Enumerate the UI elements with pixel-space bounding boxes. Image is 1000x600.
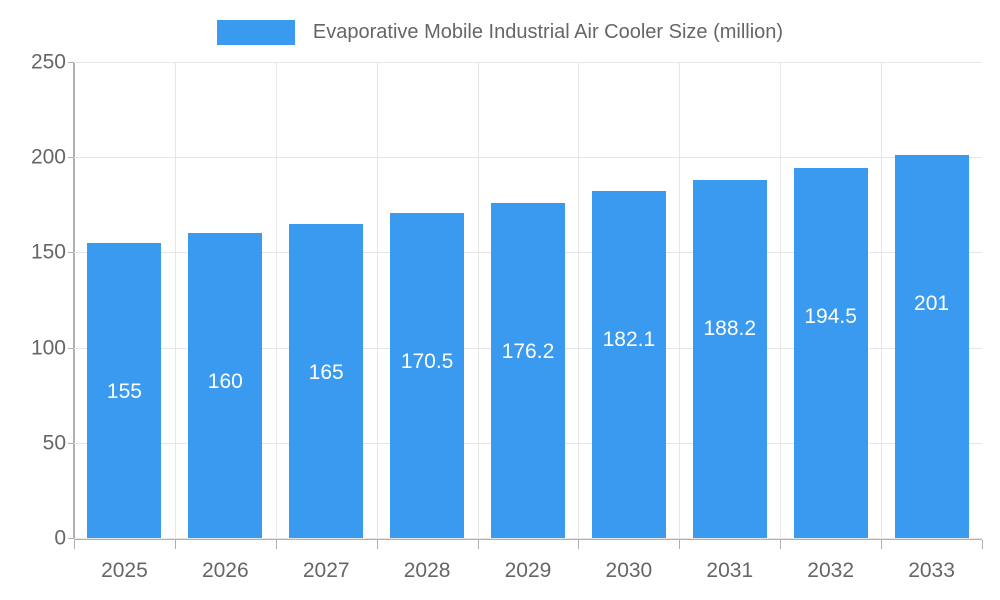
y-axis-tick-label: 0 (54, 526, 66, 550)
x-axis-tick-label: 2028 (403, 559, 451, 582)
y-axis-tick-mark (68, 347, 74, 349)
bar-value-label: 201 (914, 292, 950, 316)
x-axis-tick-mark (982, 540, 983, 549)
x-axis-tick-mark (74, 540, 75, 549)
y-axis-tick-label: 100 (30, 336, 66, 360)
x-axis-line (74, 538, 982, 540)
x-axis-tick-mark (679, 540, 680, 549)
x-axis-tick-mark (780, 540, 781, 549)
bar[interactable] (894, 155, 969, 538)
x-axis-tick-mark (175, 540, 176, 549)
legend-item-label: Evaporative Mobile Industrial Air Cooler… (312, 21, 784, 43)
gridline-horizontal (74, 157, 982, 159)
bar[interactable] (692, 179, 767, 538)
bar-value-label: 182.1 (602, 328, 656, 352)
gridline-horizontal (74, 62, 982, 63)
gridline-vertical (578, 62, 579, 538)
y-axis-tick-mark (68, 252, 74, 254)
gridline-horizontal (74, 538, 982, 539)
y-axis-tick-mark (68, 62, 74, 63)
x-axis-tick-label: 2030 (605, 559, 653, 582)
y-axis-tick-mark (68, 538, 74, 539)
x-axis-tick-mark (578, 540, 579, 549)
bar-value-label: 170.5 (400, 350, 454, 374)
bar-value-label: 194.5 (804, 304, 857, 328)
gridline-vertical (478, 62, 479, 538)
y-axis-tick-mark (68, 157, 74, 159)
legend-swatch-icon (216, 19, 295, 45)
y-axis-tick-label: 50 (42, 431, 66, 455)
bar[interactable] (188, 233, 263, 538)
bar[interactable] (491, 202, 565, 538)
bar[interactable] (591, 191, 666, 538)
x-axis-tick-label: 2025 (101, 559, 148, 582)
plot-area: 155 160 165 170.5 176.2 182.1 188.2 194.5 201 (74, 62, 982, 539)
x-axis-tick-label: 2032 (807, 559, 855, 582)
bar[interactable] (87, 242, 162, 538)
y-axis-tick-label: 150 (30, 240, 66, 264)
bar-value-label: 160 (207, 370, 243, 394)
x-axis-tick-label: 2029 (504, 559, 552, 582)
x-axis-tick-mark (276, 540, 277, 549)
y-axis-tick-label: 250 (30, 50, 66, 74)
y-axis-line (73, 62, 75, 539)
chart-legend: Evaporative Mobile Industrial Air Cooler… (0, 14, 1000, 50)
y-axis: 0 50 100 150 200 250 (0, 0, 74, 600)
x-axis-tick-label: 2033 (908, 559, 955, 582)
gridline-vertical (175, 62, 176, 538)
x-axis-tick-mark (881, 540, 882, 549)
legend-item-series-0[interactable]: Evaporative Mobile Industrial Air Cooler… (216, 19, 784, 45)
bar[interactable] (289, 223, 364, 538)
bar-value-label: 188.2 (703, 316, 757, 340)
y-axis-tick-mark (68, 442, 74, 444)
gridline-vertical (377, 62, 378, 538)
x-axis-tick-label: 2031 (706, 559, 754, 582)
bar-value-label: 155 (106, 379, 142, 403)
gridline-vertical (780, 62, 781, 538)
x-axis-tick-mark (478, 540, 479, 549)
y-axis-tick-label: 200 (30, 145, 66, 169)
x-axis-tick-label: 2026 (201, 559, 249, 582)
gridline-vertical (881, 62, 882, 538)
gridline-vertical (679, 62, 680, 538)
gridline-vertical (276, 62, 277, 538)
x-axis-tick-mark (377, 540, 378, 549)
bar[interactable] (793, 167, 868, 538)
bar[interactable] (390, 213, 465, 538)
x-axis-tick-label: 2027 (302, 559, 350, 582)
bar-value-label: 165 (308, 360, 344, 384)
bar-value-label: 176.2 (501, 339, 555, 363)
